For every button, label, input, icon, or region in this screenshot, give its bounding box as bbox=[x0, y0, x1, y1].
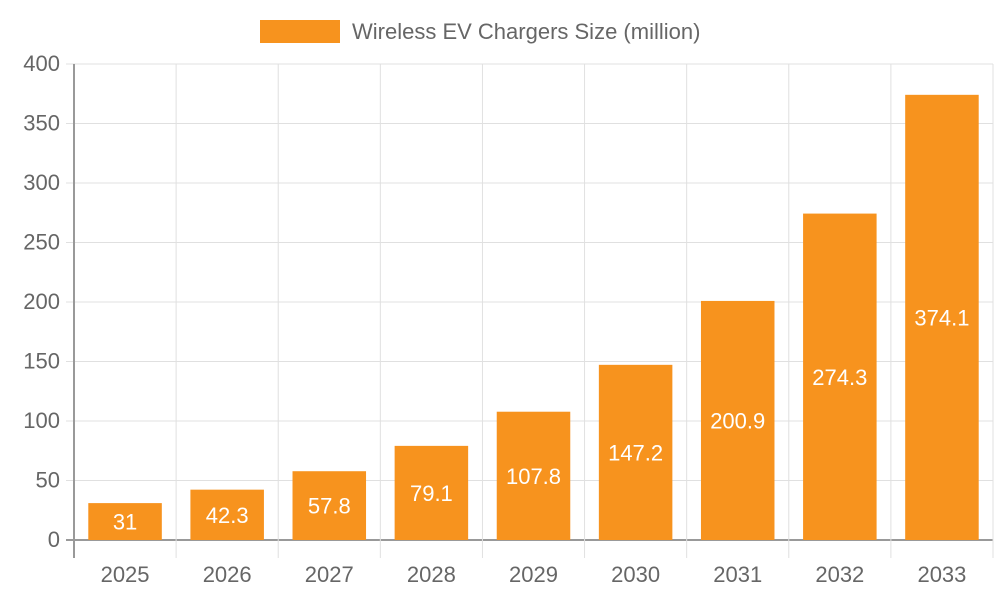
x-tick-label: 2029 bbox=[509, 562, 558, 587]
bar[interactable] bbox=[905, 94, 979, 541]
y-tick-label: 400 bbox=[23, 51, 60, 76]
data-label: 42.3 bbox=[206, 503, 249, 528]
x-tick-label: 2026 bbox=[203, 562, 252, 587]
bar[interactable] bbox=[598, 364, 673, 540]
axes: 0 50 100 150 200 250 300 350 400 2025 2026 2027 2028… bbox=[23, 51, 966, 587]
legend[interactable]: Wireless EV Chargers Size (million) bbox=[260, 19, 700, 44]
data-label: 274.3 bbox=[812, 365, 867, 390]
x-tick-label: 2028 bbox=[407, 562, 456, 587]
data-label: 200.9 bbox=[710, 408, 765, 433]
grid bbox=[66, 63, 994, 558]
bar[interactable] bbox=[292, 471, 367, 540]
data-label: 147.2 bbox=[608, 440, 663, 465]
data-label: 31 bbox=[113, 510, 137, 535]
legend-label: Wireless EV Chargers Size (million) bbox=[352, 19, 700, 44]
y-tick-label: 100 bbox=[23, 408, 60, 433]
y-tick-label: 350 bbox=[23, 111, 60, 136]
data-label: 107.8 bbox=[506, 464, 561, 489]
bar[interactable] bbox=[394, 445, 469, 540]
y-tick-label: 0 bbox=[48, 527, 60, 552]
y-tick-label: 150 bbox=[23, 349, 60, 374]
x-tick-label: 2025 bbox=[101, 562, 150, 587]
y-tick-label: 300 bbox=[23, 170, 60, 195]
data-label: 79.1 bbox=[410, 481, 453, 506]
x-tick-label: 2031 bbox=[713, 562, 762, 587]
x-tick-label: 2032 bbox=[815, 562, 864, 587]
y-tick-label: 200 bbox=[23, 289, 60, 314]
x-tick-label: 2033 bbox=[917, 562, 966, 587]
y-tick-label: 250 bbox=[23, 230, 60, 255]
data-label: 374.1 bbox=[914, 305, 969, 330]
bar[interactable] bbox=[700, 300, 775, 540]
y-tick-label: 50 bbox=[36, 468, 60, 493]
bar[interactable] bbox=[803, 213, 877, 540]
bars: 31 42.3 57.8 79.1 107.8 147.2 200.9 274.3 374.1 bbox=[88, 94, 979, 541]
bar[interactable] bbox=[88, 503, 162, 540]
bar[interactable] bbox=[190, 489, 264, 540]
data-label: 57.8 bbox=[308, 494, 351, 519]
x-tick-label: 2030 bbox=[611, 562, 660, 587]
legend-swatch bbox=[260, 20, 340, 43]
bar[interactable] bbox=[496, 411, 571, 540]
x-tick-label: 2027 bbox=[305, 562, 354, 587]
